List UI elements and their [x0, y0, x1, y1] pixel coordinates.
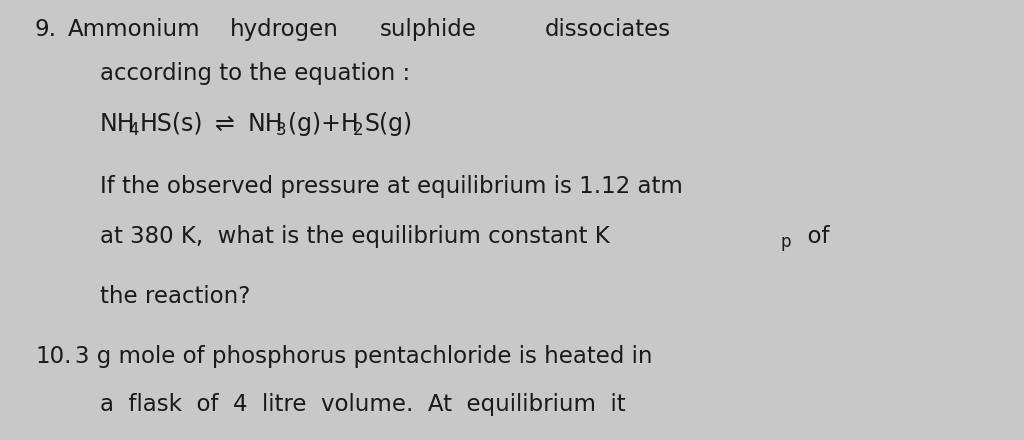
- Text: (g)+H: (g)+H: [288, 112, 358, 136]
- Text: 2: 2: [353, 121, 364, 139]
- Text: If the observed pressure at equilibrium is 1.12 atm: If the observed pressure at equilibrium …: [100, 175, 683, 198]
- Text: 10.: 10.: [35, 345, 72, 368]
- Text: HS(s): HS(s): [140, 112, 204, 136]
- Text: 3: 3: [276, 121, 287, 139]
- Text: hydrogen: hydrogen: [230, 18, 339, 41]
- Text: according to the equation :: according to the equation :: [100, 62, 411, 85]
- Text: 4: 4: [128, 121, 138, 139]
- Text: Ammonium: Ammonium: [68, 18, 201, 41]
- Text: of: of: [793, 225, 829, 248]
- Text: 3 g mole of phosphorus pentachloride is heated in: 3 g mole of phosphorus pentachloride is …: [75, 345, 652, 368]
- Text: dissociates: dissociates: [545, 18, 671, 41]
- Text: NH: NH: [248, 112, 284, 136]
- Text: NH: NH: [100, 112, 135, 136]
- Text: at 380 K,  what is the equilibrium constant K: at 380 K, what is the equilibrium consta…: [100, 225, 609, 248]
- Text: the reaction?: the reaction?: [100, 285, 251, 308]
- Text: 9.: 9.: [35, 18, 57, 41]
- Text: a  flask  of  4  litre  volume.  At  equilibrium  it: a flask of 4 litre volume. At equilibriu…: [100, 393, 626, 416]
- Text: sulphide: sulphide: [380, 18, 477, 41]
- Text: S(g): S(g): [365, 112, 413, 136]
- Text: p: p: [780, 233, 791, 251]
- Text: ⇌: ⇌: [215, 112, 234, 136]
